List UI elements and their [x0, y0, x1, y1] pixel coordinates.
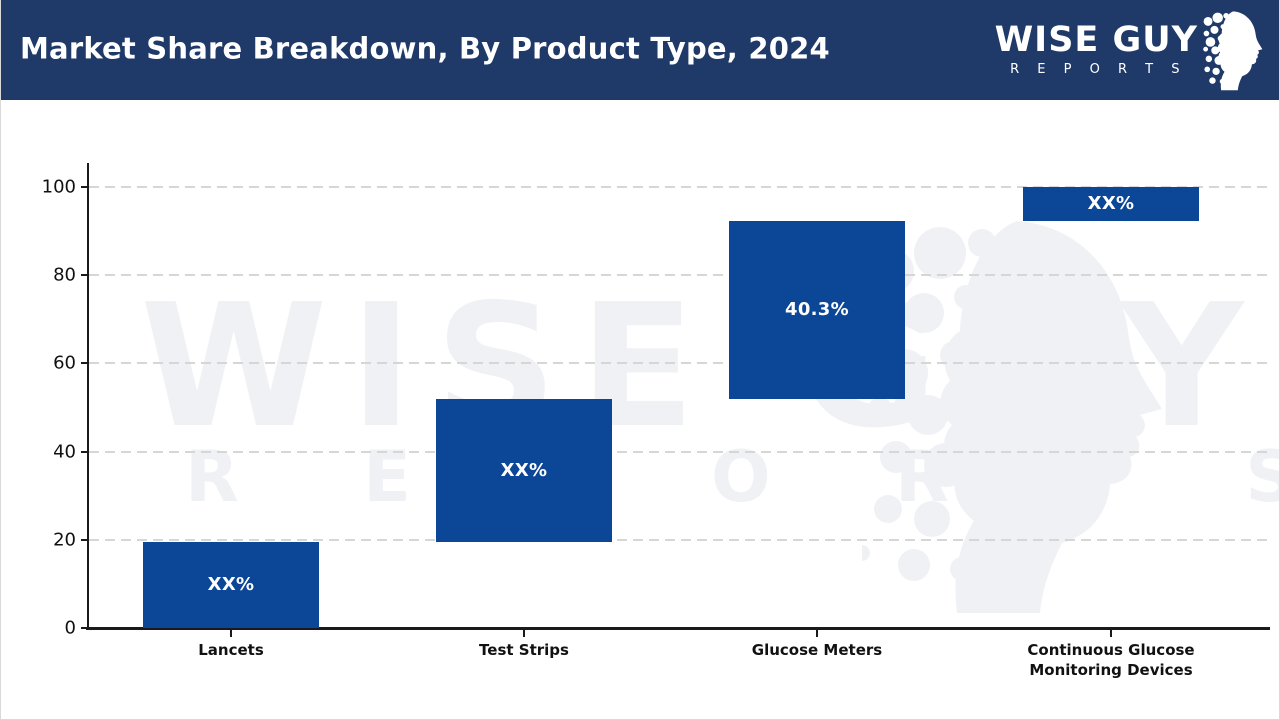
- brand-head-icon: [1203, 11, 1263, 91]
- bar-test-strips: XX%: [436, 398, 612, 542]
- y-tick-mark: [81, 627, 88, 629]
- bar-continuous-glucose-monitoring-devices: XX%: [1023, 187, 1199, 221]
- page-title: Market Share Breakdown, By Product Type,…: [20, 31, 830, 66]
- bar-glucose-meters: 40.3%: [729, 220, 905, 399]
- x-axis-line: [86, 627, 1270, 630]
- x-tick-label: Glucose Meters: [751, 641, 883, 659]
- x-tick-label: Continuous Glucose Monitoring Devices: [1027, 641, 1195, 680]
- bar-value-label: XX%: [500, 459, 548, 481]
- y-tick-mark: [81, 186, 88, 188]
- gridline-y-100: [89, 186, 1268, 188]
- gridline-y-60: [89, 362, 1268, 365]
- x-tick-label: Lancets: [198, 641, 264, 659]
- brand-subtitle: R E P O R T S: [1010, 62, 1187, 77]
- brand-name: WISE GUY: [994, 20, 1198, 60]
- bar-value-label: XX%: [207, 574, 255, 596]
- bar-value-label: 40.3%: [785, 299, 849, 321]
- y-tick-label: 40: [53, 441, 76, 463]
- y-tick-label: 20: [53, 529, 76, 551]
- gridline-y-80: [89, 274, 1268, 277]
- y-tick-mark: [81, 362, 88, 365]
- header-bar: Market Share Breakdown, By Product Type,…: [0, 0, 1280, 100]
- x-tick-mark: [230, 630, 232, 637]
- x-tick-mark: [523, 630, 525, 637]
- y-tick-label: 0: [64, 617, 76, 639]
- gridline-y-40: [89, 450, 1268, 453]
- bar-lancets: XX%: [143, 542, 319, 628]
- y-tick-mark: [81, 450, 88, 453]
- gridline-y-20: [89, 538, 1268, 541]
- brand-logo: WISE GUY R E P O R T S: [995, 0, 1266, 100]
- y-tick-label: 60: [53, 352, 76, 374]
- y-tick-label: 100: [41, 176, 76, 198]
- x-tick-mark: [1110, 630, 1112, 637]
- y-tick-label: 80: [53, 264, 76, 286]
- y-axis-line: [87, 163, 89, 629]
- bar-value-label: XX%: [1087, 193, 1135, 215]
- brand-wordmark: WISE GUY R E P O R T S: [994, 20, 1198, 78]
- y-tick-mark: [81, 538, 88, 541]
- x-tick-label: Test Strips: [479, 641, 569, 659]
- x-tick-mark: [816, 630, 818, 637]
- y-tick-mark: [81, 274, 88, 277]
